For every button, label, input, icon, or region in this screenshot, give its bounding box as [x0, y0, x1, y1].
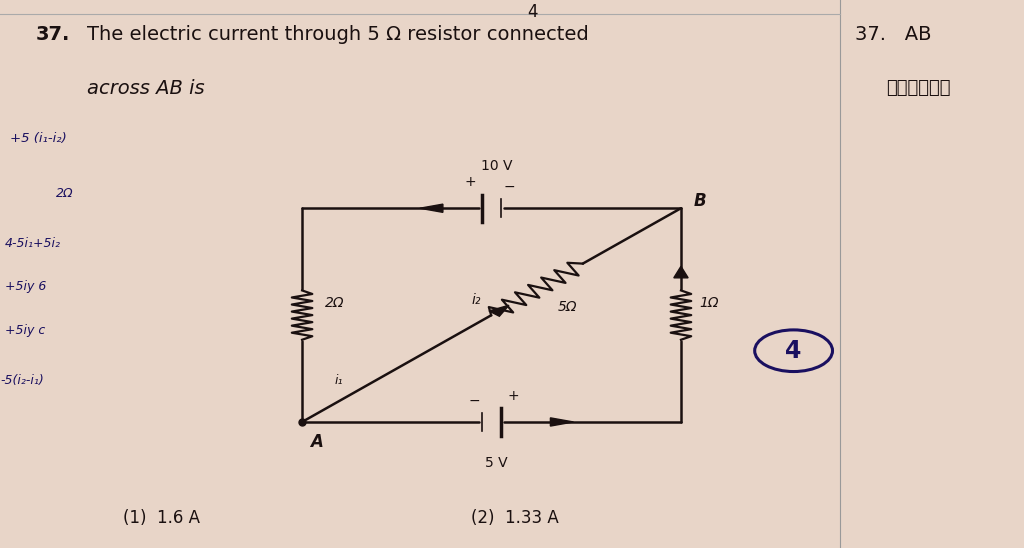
Text: +5iy 6: +5iy 6 — [5, 281, 46, 293]
Polygon shape — [489, 305, 509, 316]
Text: 4: 4 — [527, 3, 538, 21]
Text: विद्यु: विद्यु — [886, 79, 950, 98]
Polygon shape — [420, 204, 442, 212]
Text: 1Ω: 1Ω — [699, 296, 719, 310]
Text: A: A — [310, 432, 324, 450]
Text: 37.   AB: 37. AB — [855, 25, 932, 44]
Text: +5iy c: +5iy c — [5, 324, 45, 337]
Text: +5 (i₁-i₂): +5 (i₁-i₂) — [10, 133, 67, 145]
Text: 5 V: 5 V — [485, 456, 508, 470]
Text: −: − — [503, 180, 515, 194]
Text: The electric current through 5 Ω resistor connected: The electric current through 5 Ω resisto… — [87, 25, 589, 44]
Text: +: + — [507, 389, 519, 403]
Text: 10 V: 10 V — [481, 158, 512, 173]
Text: 4: 4 — [785, 339, 802, 363]
Text: B: B — [693, 191, 706, 209]
Text: (1)  1.6 A: (1) 1.6 A — [123, 509, 200, 527]
Text: 5Ω: 5Ω — [557, 300, 577, 315]
Text: −: − — [468, 393, 480, 408]
Text: 2Ω: 2Ω — [56, 187, 74, 200]
Text: 2Ω: 2Ω — [325, 296, 344, 310]
Text: 37.: 37. — [36, 25, 71, 44]
Text: -5(i₂-i₁): -5(i₂-i₁) — [0, 374, 44, 386]
Text: i₁: i₁ — [335, 374, 343, 386]
Text: (2)  1.33 A: (2) 1.33 A — [471, 509, 559, 527]
Polygon shape — [551, 418, 573, 426]
Text: 4-5i₁+5i₂: 4-5i₁+5i₂ — [5, 237, 61, 249]
Polygon shape — [674, 266, 688, 278]
Text: +: + — [464, 175, 476, 189]
Text: i₂: i₂ — [471, 293, 480, 307]
Text: across AB is: across AB is — [87, 79, 205, 99]
